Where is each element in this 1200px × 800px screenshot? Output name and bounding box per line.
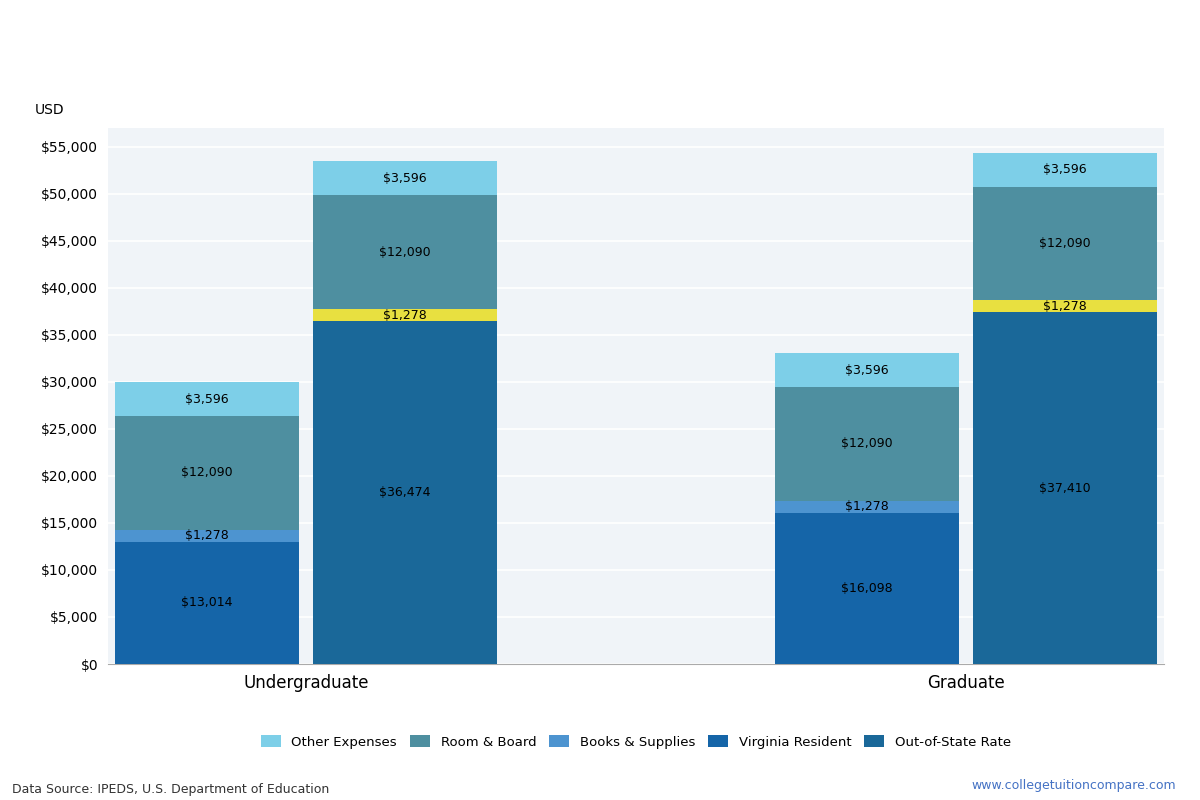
Text: $12,090: $12,090 — [1039, 237, 1091, 250]
Text: Data Source: IPEDS, U.S. Department of Education: Data Source: IPEDS, U.S. Department of E… — [12, 783, 329, 796]
Text: $37,410: $37,410 — [1039, 482, 1091, 494]
Bar — [312, 309, 498, 321]
Text: $13,014: $13,014 — [181, 596, 233, 610]
Bar — [312, 321, 498, 664]
Text: $12,090: $12,090 — [379, 246, 431, 258]
Bar — [775, 387, 960, 501]
Text: Tuition & fees, Books, Room, Room, Board, and Other Expenses: Tuition & fees, Books, Room, Room, Board… — [356, 77, 844, 92]
Bar — [775, 501, 960, 513]
Y-axis label: USD: USD — [35, 103, 65, 118]
Legend: Other Expenses, Room & Board, Books & Supplies, Virginia Resident, Out-of-State : Other Expenses, Room & Board, Books & Su… — [256, 730, 1016, 754]
Text: $3,596: $3,596 — [1043, 163, 1087, 176]
Bar — [114, 530, 300, 542]
Text: $1,278: $1,278 — [185, 529, 229, 542]
Text: $36,474: $36,474 — [379, 486, 431, 499]
Text: $12,090: $12,090 — [841, 438, 893, 450]
Text: $1,278: $1,278 — [845, 500, 889, 513]
Text: $1,278: $1,278 — [383, 309, 427, 322]
Text: George Mason University 2021 Cost Of Attendance: George Mason University 2021 Cost Of Att… — [241, 22, 959, 46]
Text: $16,098: $16,098 — [841, 582, 893, 595]
Text: www.collegetuitioncompare.com: www.collegetuitioncompare.com — [971, 779, 1176, 792]
Text: $3,596: $3,596 — [185, 393, 229, 406]
Bar — [114, 416, 300, 530]
Bar — [114, 382, 300, 416]
Bar — [312, 162, 498, 195]
Bar — [973, 312, 1158, 664]
Text: $3,596: $3,596 — [383, 172, 427, 185]
Bar — [775, 353, 960, 387]
Bar — [114, 542, 300, 664]
Bar — [973, 300, 1158, 312]
Bar — [973, 186, 1158, 300]
Text: $1,278: $1,278 — [1043, 300, 1087, 313]
Text: $12,090: $12,090 — [181, 466, 233, 479]
Text: $3,596: $3,596 — [845, 363, 889, 377]
Bar — [775, 513, 960, 664]
Bar — [973, 153, 1158, 186]
Bar — [312, 195, 498, 309]
